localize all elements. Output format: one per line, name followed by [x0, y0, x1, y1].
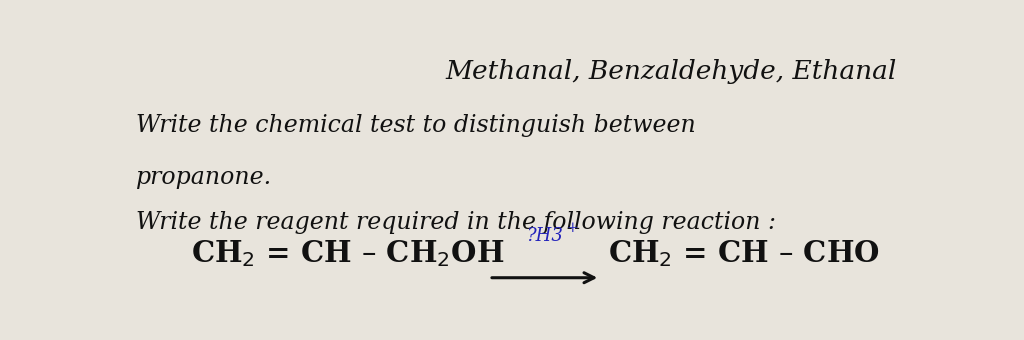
Text: Write the reagent required in the following reaction :: Write the reagent required in the follow… — [136, 211, 776, 234]
Text: Write the chemical test to distinguish between: Write the chemical test to distinguish b… — [136, 114, 703, 137]
Text: ?H3: ?H3 — [526, 227, 563, 245]
Text: Methanal, Benzaldehyde, Ethanal: Methanal, Benzaldehyde, Ethanal — [445, 59, 897, 84]
Text: CH$_{2}$ = CH – CH$_{2}$OH: CH$_{2}$ = CH – CH$_{2}$OH — [191, 238, 505, 269]
Text: CH$_{2}$ = CH – CHO: CH$_{2}$ = CH – CHO — [608, 238, 880, 269]
Text: propanone.: propanone. — [136, 167, 272, 189]
Text: +: + — [566, 221, 579, 235]
